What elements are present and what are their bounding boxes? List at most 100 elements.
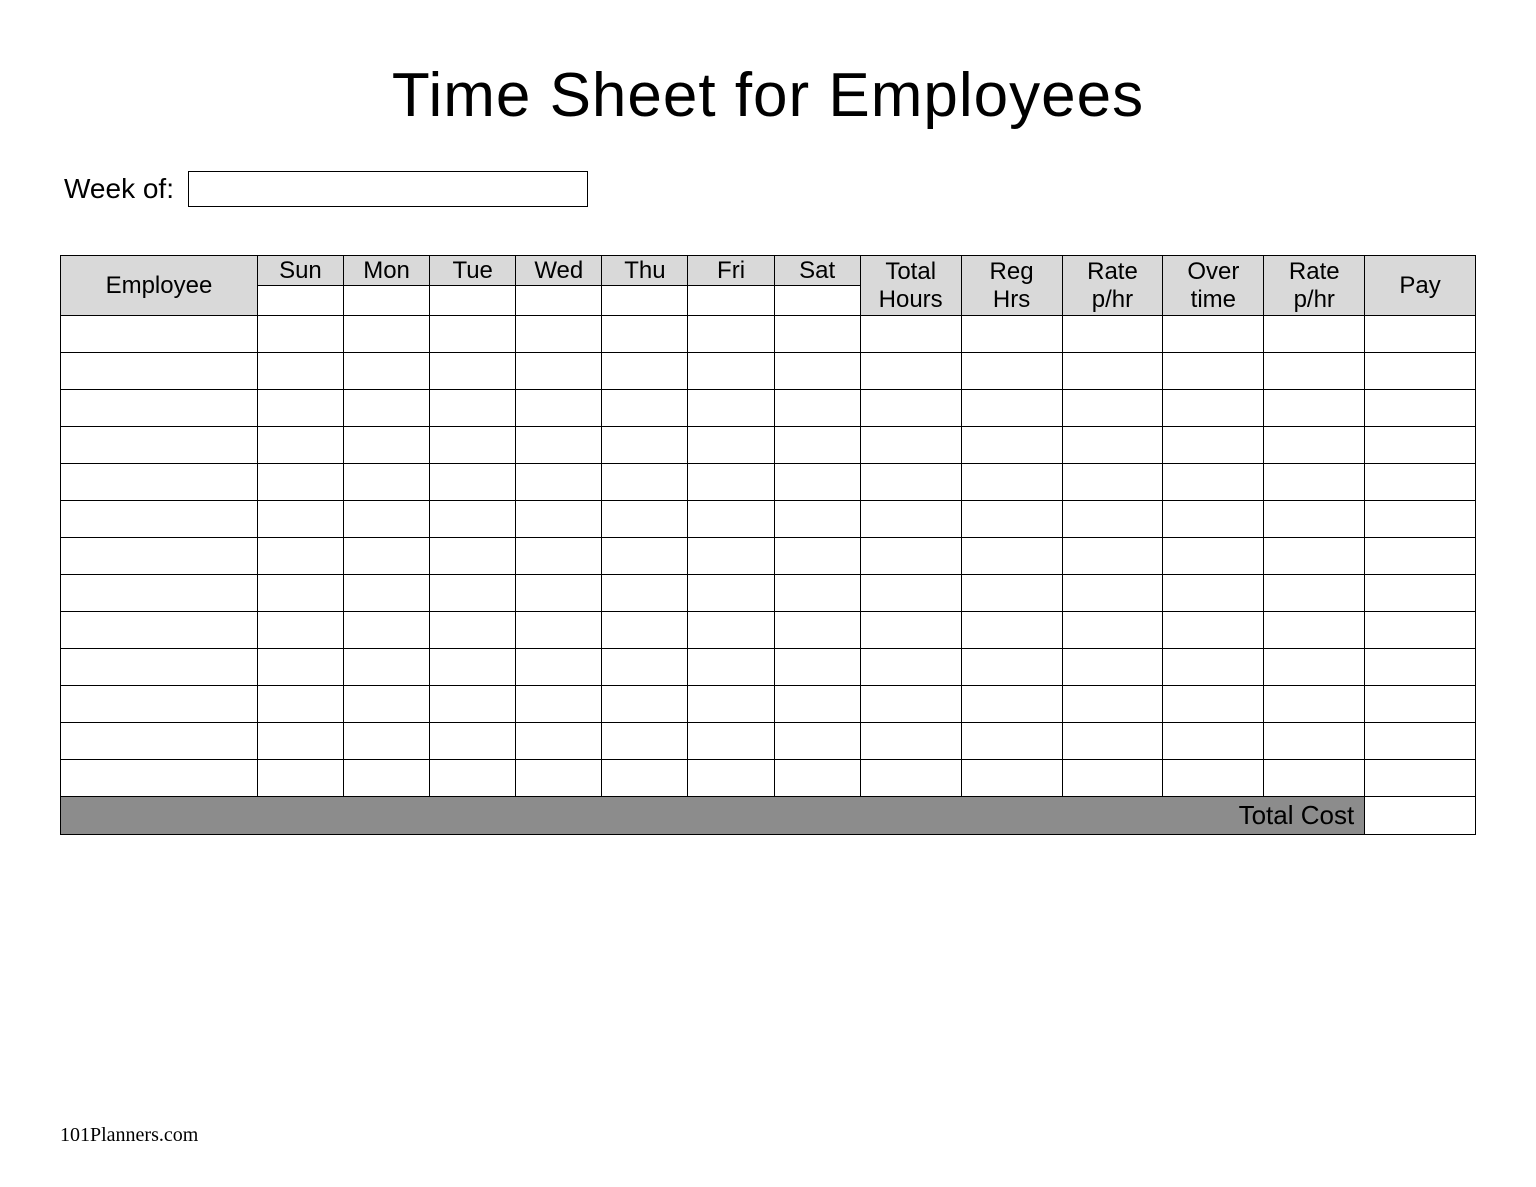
cell[interactable] — [343, 760, 429, 797]
cell[interactable] — [860, 649, 961, 686]
cell[interactable] — [688, 427, 774, 464]
cell[interactable] — [1062, 316, 1163, 353]
cell[interactable] — [1264, 464, 1365, 501]
cell[interactable] — [1163, 723, 1264, 760]
cell[interactable] — [1264, 316, 1365, 353]
cell[interactable] — [1365, 760, 1476, 797]
cell[interactable] — [961, 612, 1062, 649]
cell[interactable] — [688, 612, 774, 649]
cell[interactable] — [1264, 686, 1365, 723]
cell[interactable] — [61, 427, 258, 464]
cell[interactable] — [1264, 575, 1365, 612]
cell[interactable] — [688, 501, 774, 538]
cell[interactable] — [257, 760, 343, 797]
cell[interactable] — [61, 649, 258, 686]
cell[interactable] — [1062, 390, 1163, 427]
cell[interactable] — [1365, 316, 1476, 353]
cell[interactable] — [430, 316, 516, 353]
cell[interactable] — [774, 427, 860, 464]
cell[interactable] — [1264, 501, 1365, 538]
cell[interactable] — [1163, 390, 1264, 427]
cell[interactable] — [860, 427, 961, 464]
cell[interactable] — [688, 316, 774, 353]
cell[interactable] — [430, 390, 516, 427]
cell[interactable] — [860, 612, 961, 649]
cell[interactable] — [343, 686, 429, 723]
cell[interactable] — [602, 649, 688, 686]
cell[interactable] — [61, 464, 258, 501]
cell[interactable] — [961, 353, 1062, 390]
cell[interactable] — [602, 316, 688, 353]
cell[interactable] — [961, 316, 1062, 353]
cell[interactable] — [257, 612, 343, 649]
cell[interactable] — [1264, 538, 1365, 575]
cell[interactable] — [61, 501, 258, 538]
cell[interactable] — [343, 612, 429, 649]
cell[interactable] — [860, 464, 961, 501]
cell[interactable] — [343, 501, 429, 538]
cell[interactable] — [257, 575, 343, 612]
cell[interactable] — [1163, 649, 1264, 686]
cell[interactable] — [1365, 723, 1476, 760]
cell[interactable] — [1365, 538, 1476, 575]
cell[interactable] — [1264, 353, 1365, 390]
cell[interactable] — [1264, 390, 1365, 427]
cell[interactable] — [1163, 316, 1264, 353]
cell[interactable] — [516, 501, 602, 538]
cell[interactable] — [1062, 353, 1163, 390]
cell[interactable] — [1062, 686, 1163, 723]
cell[interactable] — [688, 649, 774, 686]
cell[interactable] — [430, 723, 516, 760]
cell[interactable] — [61, 760, 258, 797]
cell[interactable] — [1163, 612, 1264, 649]
cell[interactable] — [1365, 686, 1476, 723]
cell[interactable] — [430, 538, 516, 575]
cell[interactable] — [860, 538, 961, 575]
cell[interactable] — [343, 464, 429, 501]
cell[interactable] — [1163, 760, 1264, 797]
cell[interactable] — [602, 390, 688, 427]
cell[interactable] — [1264, 427, 1365, 464]
cell[interactable] — [343, 316, 429, 353]
cell[interactable] — [61, 316, 258, 353]
cell[interactable] — [343, 649, 429, 686]
cell[interactable] — [430, 427, 516, 464]
cell[interactable] — [774, 612, 860, 649]
cell[interactable] — [961, 575, 1062, 612]
cell[interactable] — [1264, 760, 1365, 797]
cell[interactable] — [688, 723, 774, 760]
cell[interactable] — [257, 501, 343, 538]
cell[interactable] — [961, 390, 1062, 427]
cell[interactable] — [430, 353, 516, 390]
cell[interactable] — [61, 686, 258, 723]
cell[interactable] — [961, 427, 1062, 464]
cell[interactable] — [1365, 575, 1476, 612]
cell[interactable] — [61, 390, 258, 427]
cell[interactable] — [602, 501, 688, 538]
cell[interactable] — [61, 575, 258, 612]
cell[interactable] — [1163, 501, 1264, 538]
cell[interactable] — [343, 723, 429, 760]
cell[interactable] — [516, 464, 602, 501]
cell[interactable] — [1163, 464, 1264, 501]
cell[interactable] — [1163, 686, 1264, 723]
cell[interactable] — [430, 464, 516, 501]
cell[interactable] — [774, 353, 860, 390]
cell[interactable] — [430, 649, 516, 686]
cell[interactable] — [860, 760, 961, 797]
cell[interactable] — [1062, 760, 1163, 797]
cell[interactable] — [1264, 649, 1365, 686]
cell[interactable] — [430, 501, 516, 538]
cell[interactable] — [516, 538, 602, 575]
cell[interactable] — [1062, 575, 1163, 612]
cell[interactable] — [430, 686, 516, 723]
cell[interactable] — [688, 575, 774, 612]
cell[interactable] — [961, 723, 1062, 760]
cell[interactable] — [516, 390, 602, 427]
cell[interactable] — [602, 538, 688, 575]
cell[interactable] — [516, 760, 602, 797]
cell[interactable] — [688, 390, 774, 427]
cell[interactable] — [774, 390, 860, 427]
cell[interactable] — [602, 760, 688, 797]
cell[interactable] — [774, 538, 860, 575]
